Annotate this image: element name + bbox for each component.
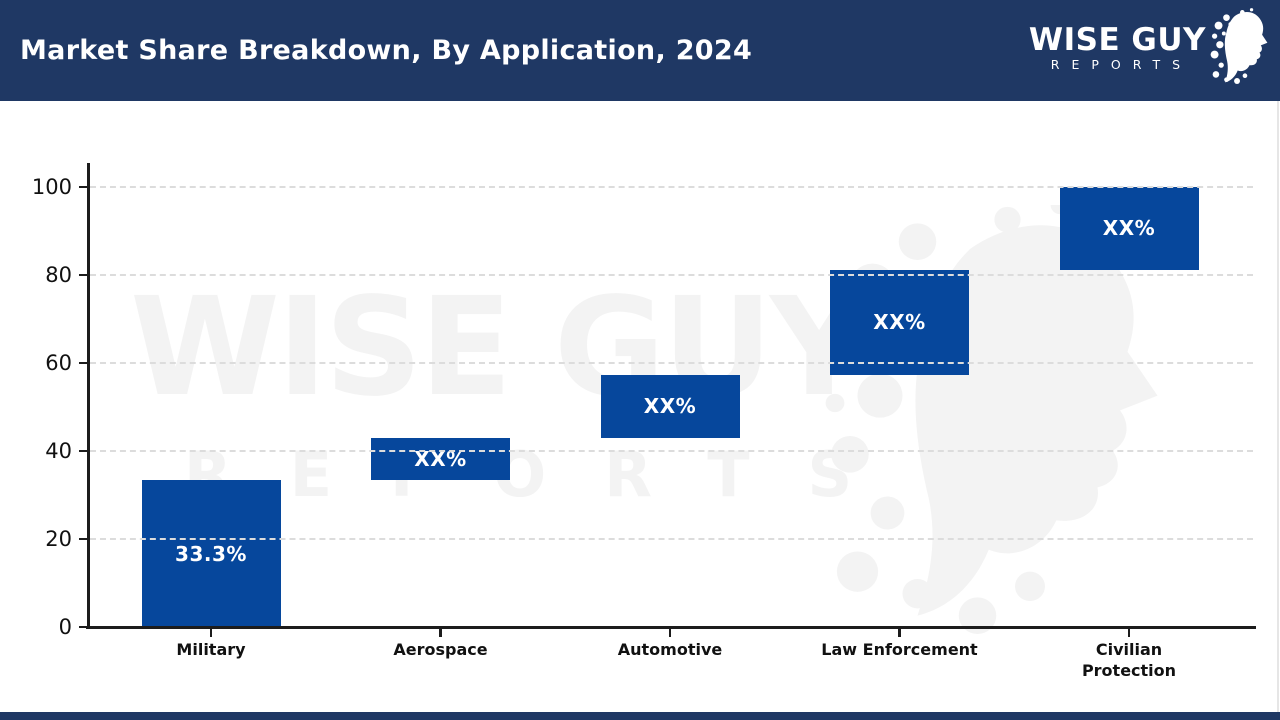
gridline-60	[90, 362, 1253, 364]
x-tick-mark-aerospace	[439, 629, 442, 637]
header-bar: Market Share Breakdown, By Application, …	[0, 0, 1280, 101]
x-axis-line	[86, 626, 1256, 629]
x-axis-label-line: Civilian	[1095, 640, 1163, 659]
bar-automotive: XX%	[600, 374, 740, 438]
watermark-text-line2: REPORTS	[184, 438, 911, 511]
gridline-100	[90, 186, 1253, 188]
y-tick-mark-20	[79, 537, 88, 541]
y-tick-mark-80	[79, 273, 88, 277]
x-axis-label-line: Automotive	[617, 640, 723, 659]
y-tick-mark-60	[79, 361, 88, 365]
y-tick-label-60: 60	[45, 351, 72, 375]
x-axis-label-line: Protection	[1081, 661, 1177, 680]
x-tick-mark-civilian-protection	[1127, 629, 1131, 637]
x-axis-label-automotive: Automotive	[560, 639, 780, 660]
bar-aerospace: XX%	[371, 437, 510, 481]
x-axis-label-aerospace: Aerospace	[331, 639, 551, 660]
x-axis-label-law-enforcement: Law Enforcement	[790, 639, 1010, 660]
y-tick-label-100: 100	[31, 175, 72, 199]
x-axis-label-civilian-protection: Civilian Protection	[1019, 639, 1239, 681]
page-title: Market Share Breakdown, By Application, …	[20, 35, 753, 66]
gridline-40	[90, 450, 1253, 452]
x-tick-mark-automotive	[668, 629, 672, 637]
gridline-20	[90, 538, 1253, 540]
bar-military: 33.3%	[141, 480, 281, 627]
logo-head-profile-icon	[1210, 8, 1268, 84]
bar-value-label-military: 33.3%	[175, 541, 247, 566]
y-tick-label-20: 20	[45, 527, 72, 551]
x-axis-label-line: Aerospace	[393, 640, 488, 659]
watermark-text-line1: WISE GUY	[130, 269, 868, 427]
bar-value-label-law-enforcement: XX%	[873, 310, 926, 335]
bar-value-label-civilian-protection: XX%	[1102, 216, 1156, 241]
footer-bar	[0, 712, 1280, 720]
logo-wordmark-line2: REPORTS	[1050, 57, 1193, 73]
y-tick-label-80: 80	[45, 263, 72, 287]
y-tick-mark-100	[79, 185, 88, 189]
bar-law-enforcement: XX%	[830, 269, 969, 375]
logo-wordmark-line1: WISE GUY	[1028, 22, 1206, 59]
y-axis-line	[87, 163, 90, 628]
x-axis-label-line: Law Enforcement	[821, 640, 978, 659]
y-tick-mark-40	[79, 449, 88, 453]
x-tick-mark-law-enforcement	[898, 629, 901, 637]
window-edge-line	[1277, 101, 1279, 712]
y-tick-label-40: 40	[45, 439, 72, 463]
brand-logo: WISE GUY REPORTS	[1029, 4, 1274, 92]
y-tick-label-0: 0	[58, 615, 72, 639]
x-axis-label-military: Military	[101, 639, 321, 660]
gridline-80	[90, 274, 1253, 276]
x-axis-label-line: Military	[176, 640, 246, 659]
logo-wordmark: WISE GUY REPORTS	[1029, 24, 1206, 71]
bar-value-label-automotive: XX%	[643, 394, 697, 419]
x-tick-mark-military	[209, 629, 213, 637]
y-tick-mark-0	[79, 625, 88, 629]
bar-civilian-protection: XX%	[1059, 187, 1199, 270]
